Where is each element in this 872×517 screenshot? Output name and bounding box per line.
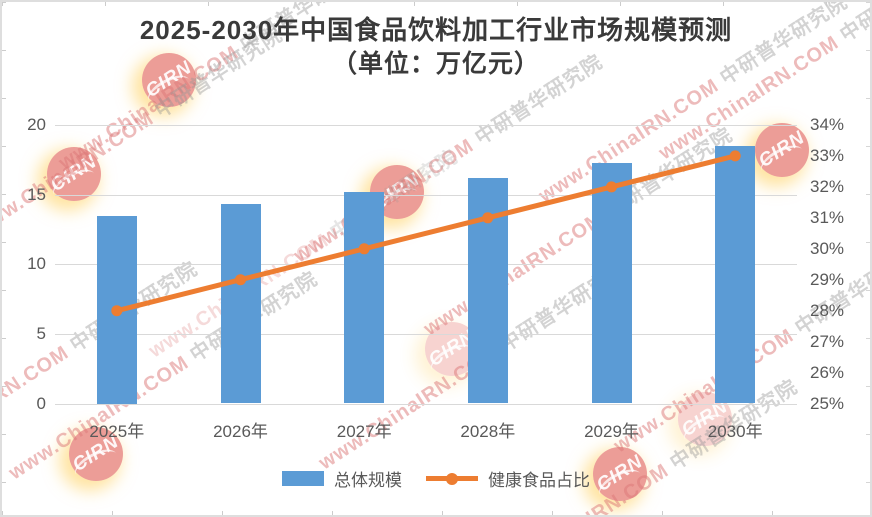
sheet-edge-bottom: [2, 511, 870, 515]
line-series: [111, 150, 741, 317]
line-marker-2026年: [235, 274, 246, 286]
x-axis-label-2029年: 2029年: [584, 421, 639, 441]
gridline: [55, 125, 797, 126]
x-axis-label-2027年: 2027年: [336, 421, 392, 441]
title-block: 2025-2030年中国食品饮料加工行业市场规模预测 （单位：万亿元）: [2, 14, 870, 80]
bar-2027年: [344, 191, 385, 404]
legend-line-marker-icon: [446, 472, 458, 485]
x-axis-label-2030年: 2030年: [707, 421, 763, 441]
legend-line-label: 健康食品占比: [488, 471, 590, 490]
y-axis-right-label: 33%: [810, 145, 845, 165]
line-marker-2028年: [482, 212, 494, 224]
line-marker-2029年: [606, 181, 617, 193]
x-axis-label-2028年: 2028年: [460, 421, 516, 441]
line-marker-2030年: [729, 150, 741, 162]
y-axis-left-label: 10: [27, 254, 46, 274]
y-axis-right-label: 26%: [810, 362, 845, 382]
gridline: [55, 194, 797, 196]
bar-2026年: [220, 204, 261, 404]
sheet-edge-top: [2, 2, 870, 6]
gridline: [55, 333, 797, 335]
legend-item-line: 健康食品占比: [426, 466, 590, 491]
line-marker-2025年: [111, 305, 123, 317]
bar-2029年: [591, 162, 632, 404]
y-axis-right-label: 29%: [810, 269, 845, 289]
legend-item-bar: 总体规模: [282, 466, 402, 491]
y-axis-right-label: 28%: [810, 300, 845, 320]
line-marker-2027年: [358, 243, 370, 255]
legend: 总体规模 健康食品占比: [2, 466, 870, 491]
x-axis-label-2026年: 2026年: [213, 421, 268, 441]
y-axis-left-label: 20: [27, 115, 46, 134]
y-axis-right-label: 27%: [810, 331, 845, 351]
legend-bar-label: 总体规模: [334, 471, 402, 490]
y-axis-right-label: 32%: [810, 176, 845, 196]
bar-2030年: [715, 145, 756, 404]
gridline: [55, 264, 797, 266]
chart-subtitle: （单位：万亿元）: [331, 49, 540, 78]
y-axis-right-label: 25%: [810, 393, 845, 413]
x-axis-label-2025年: 2025年: [89, 421, 145, 441]
y-axis-left-label: 5: [36, 323, 46, 343]
y-axis-left-label: 0: [36, 393, 46, 413]
chart-title: 2025-2030年中国食品饮料加工行业市场规模预测: [139, 15, 733, 45]
legend-bar-swatch-icon: [282, 471, 324, 486]
y-axis-right-label: 30%: [810, 238, 845, 258]
legend-line-swatch-icon: [426, 472, 478, 485]
line-path: [116, 153, 736, 314]
y-axis-right-label: 34%: [810, 115, 845, 134]
y-axis-right-label: 31%: [810, 207, 845, 227]
gridline: [55, 403, 797, 405]
y-axis-left-label: 15: [27, 184, 46, 204]
